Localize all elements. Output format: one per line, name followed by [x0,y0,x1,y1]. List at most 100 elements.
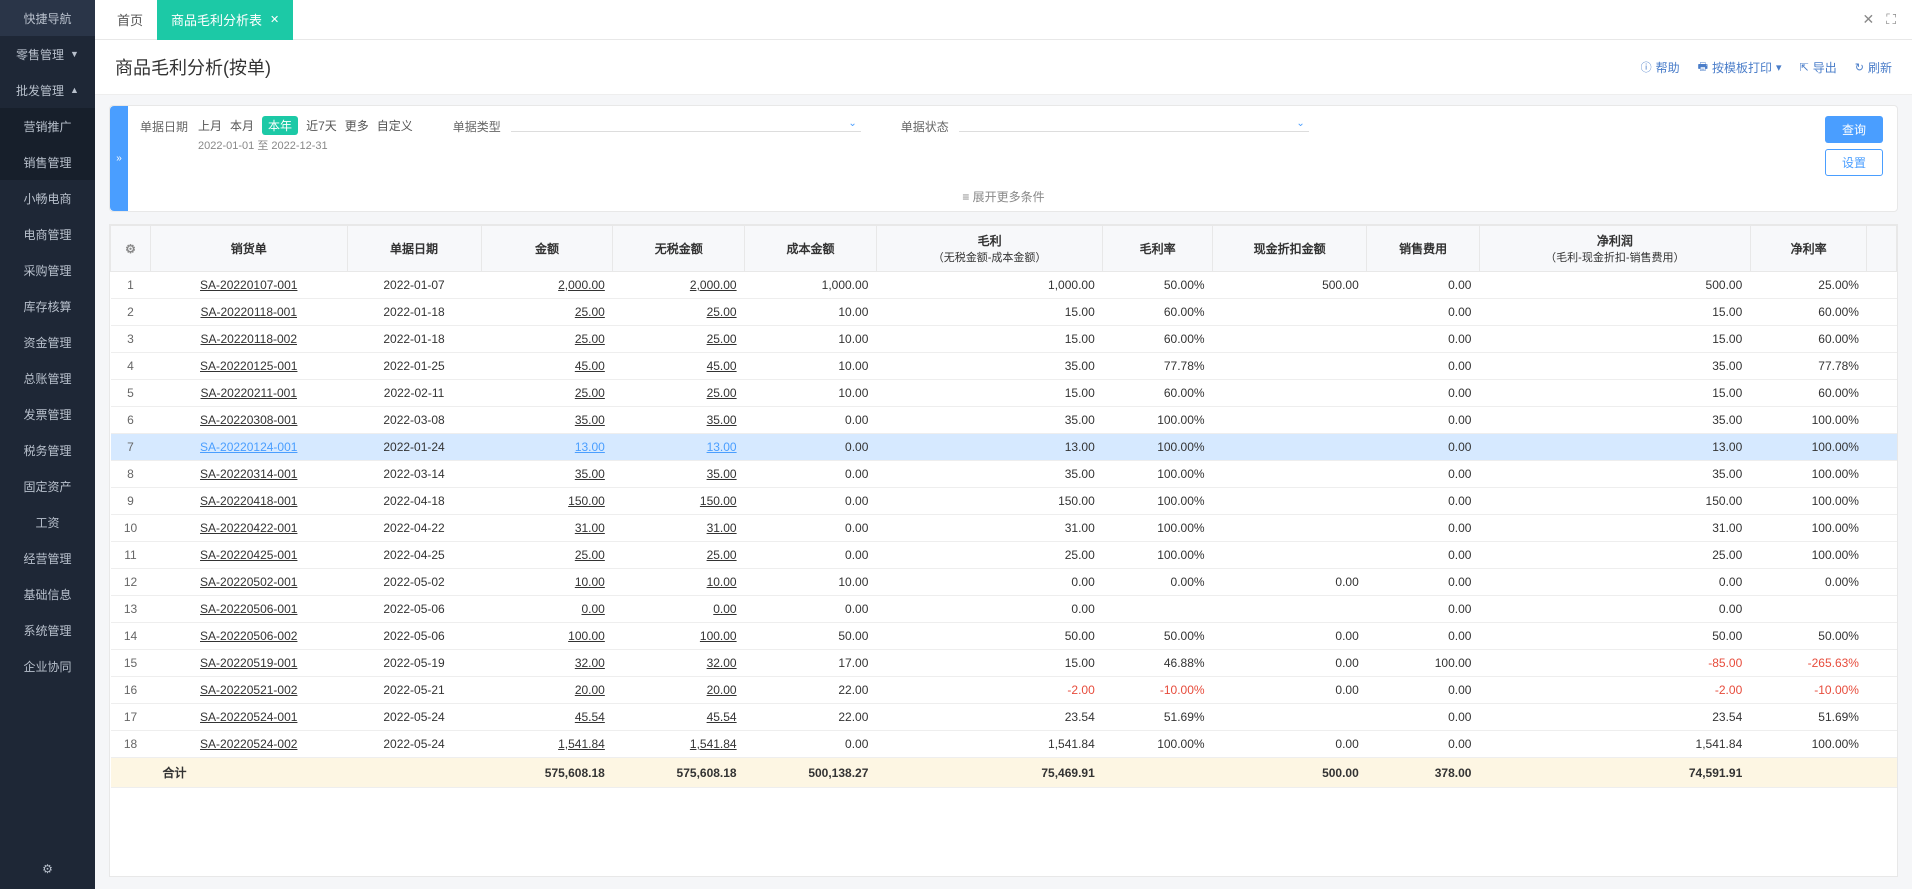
amount-link[interactable]: 25.00 [707,332,737,346]
query-button[interactable]: 查询 [1825,116,1883,143]
sidebar-item[interactable]: 批发管理▲ [0,72,95,108]
doc-link[interactable]: SA-20220502-001 [200,575,297,589]
amount-link[interactable]: 45.54 [575,710,605,724]
amount-link[interactable]: 32.00 [575,656,605,670]
doc-link[interactable]: SA-20220418-001 [200,494,297,508]
amount-link[interactable]: 150.00 [700,494,737,508]
amount-link[interactable]: 2,000.00 [690,278,737,292]
amount-link[interactable]: 20.00 [707,683,737,697]
table-settings-icon[interactable]: ⚙ [111,226,151,272]
table-row[interactable]: 3SA-20220118-0022022-01-1825.0025.0010.0… [111,326,1897,353]
amount-link[interactable]: 35.00 [575,413,605,427]
tab[interactable]: 商品毛利分析表✕ [157,0,293,40]
help-button[interactable]: ⓘ帮助 [1641,59,1680,76]
doc-link[interactable]: SA-20220524-002 [200,737,297,751]
status-select[interactable]: ⌄ [959,116,1309,132]
column-header[interactable]: 销货单 [151,226,348,272]
filter-collapse-toggle[interactable]: » [110,106,128,211]
table-row[interactable]: 16SA-20220521-0022022-05-2120.0020.0022.… [111,677,1897,704]
sidebar-item[interactable]: 基础信息 [0,576,95,612]
column-header[interactable]: 毛利（无税金额-成本金额） [876,226,1102,272]
table-row[interactable]: 6SA-20220308-0012022-03-0835.0035.000.00… [111,407,1897,434]
date-option[interactable]: 本月 [230,117,254,134]
amount-link[interactable]: 0.00 [581,602,604,616]
amount-link[interactable]: 45.00 [707,359,737,373]
print-button[interactable]: 🖶按模板打印▾ [1698,58,1782,77]
sidebar-subitem[interactable]: 营销推广 [0,108,95,144]
sidebar-item[interactable]: 电商管理 [0,216,95,252]
refresh-button[interactable]: ↻刷新 [1855,59,1892,76]
doc-link[interactable]: SA-20220124-001 [200,440,297,454]
table-row[interactable]: 18SA-20220524-0022022-05-241,541.841,541… [111,731,1897,758]
amount-link[interactable]: 20.00 [575,683,605,697]
tab[interactable]: 首页 [103,0,157,40]
amount-link[interactable]: 25.00 [707,548,737,562]
table-row[interactable]: 4SA-20220125-0012022-01-2545.0045.0010.0… [111,353,1897,380]
table-row[interactable]: 5SA-20220211-0012022-02-1125.0025.0010.0… [111,380,1897,407]
amount-link[interactable]: 35.00 [575,467,605,481]
amount-link[interactable]: 35.00 [707,413,737,427]
amount-link[interactable]: 100.00 [568,629,605,643]
table-row[interactable]: 2SA-20220118-0012022-01-1825.0025.0010.0… [111,299,1897,326]
doc-link[interactable]: SA-20220506-002 [200,629,297,643]
sidebar-item[interactable]: 资金管理 [0,324,95,360]
export-button[interactable]: ⇱导出 [1800,59,1837,76]
table-row[interactable]: 9SA-20220418-0012022-04-18150.00150.000.… [111,488,1897,515]
date-option[interactable]: 更多 [345,117,369,134]
amount-link[interactable]: 32.00 [707,656,737,670]
sidebar-item[interactable]: 库存核算 [0,288,95,324]
amount-link[interactable]: 13.00 [707,440,737,454]
amount-link[interactable]: 25.00 [575,386,605,400]
doc-link[interactable]: SA-20220425-001 [200,548,297,562]
amount-link[interactable]: 10.00 [575,575,605,589]
amount-link[interactable]: 100.00 [700,629,737,643]
table-row[interactable]: 1SA-20220107-0012022-01-072,000.002,000.… [111,272,1897,299]
settings-button[interactable]: 设置 [1825,149,1883,176]
sidebar-item[interactable]: 采购管理 [0,252,95,288]
amount-link[interactable]: 1,541.84 [558,737,605,751]
amount-link[interactable]: 31.00 [707,521,737,535]
doc-link[interactable]: SA-20220107-001 [200,278,297,292]
sidebar-item[interactable]: 固定资产 [0,468,95,504]
type-select[interactable]: ⌄ [511,116,861,132]
doc-link[interactable]: SA-20220314-001 [200,467,297,481]
column-header[interactable]: 净利润（毛利-现金折扣-销售费用） [1479,226,1750,272]
sidebar-item[interactable]: 经营管理 [0,540,95,576]
doc-link[interactable]: SA-20220308-001 [200,413,297,427]
sidebar-subitem[interactable]: 销售管理 [0,144,95,180]
amount-link[interactable]: 2,000.00 [558,278,605,292]
table-row[interactable]: 17SA-20220524-0012022-05-2445.5445.5422.… [111,704,1897,731]
table-row[interactable]: 15SA-20220519-0012022-05-1932.0032.0017.… [111,650,1897,677]
settings-gear-icon[interactable]: ⚙ [0,849,95,889]
table-row[interactable]: 14SA-20220506-0022022-05-06100.00100.005… [111,623,1897,650]
column-header[interactable]: 单据日期 [347,226,481,272]
amount-link[interactable]: 25.00 [707,386,737,400]
close-icon[interactable]: ✕ [270,13,279,26]
amount-link[interactable]: 45.54 [707,710,737,724]
doc-link[interactable]: SA-20220506-001 [200,602,297,616]
column-header[interactable]: 成本金额 [745,226,877,272]
sidebar-item[interactable]: 总账管理 [0,360,95,396]
amount-link[interactable]: 0.00 [713,602,736,616]
sidebar-item[interactable]: 零售管理▼ [0,36,95,72]
amount-link[interactable]: 25.00 [707,305,737,319]
table-row[interactable]: 7SA-20220124-0012022-01-2413.0013.000.00… [111,434,1897,461]
amount-link[interactable]: 10.00 [707,575,737,589]
amount-link[interactable]: 150.00 [568,494,605,508]
amount-link[interactable]: 45.00 [575,359,605,373]
column-header[interactable]: 毛利率 [1103,226,1213,272]
doc-link[interactable]: SA-20220422-001 [200,521,297,535]
amount-link[interactable]: 31.00 [575,521,605,535]
column-header[interactable]: 净利率 [1750,226,1867,272]
doc-link[interactable]: SA-20220519-001 [200,656,297,670]
column-header[interactable]: 销售费用 [1367,226,1480,272]
date-option[interactable]: 本年 [262,116,298,135]
fullscreen-icon[interactable]: ⛶ [1886,11,1896,28]
amount-link[interactable]: 13.00 [575,440,605,454]
table-row[interactable]: 12SA-20220502-0012022-05-0210.0010.0010.… [111,569,1897,596]
sidebar-item[interactable]: 企业协同 [0,648,95,684]
amount-link[interactable]: 25.00 [575,305,605,319]
sidebar-item[interactable]: 工资 [0,504,95,540]
amount-link[interactable]: 25.00 [575,548,605,562]
doc-link[interactable]: SA-20220118-002 [200,332,297,346]
